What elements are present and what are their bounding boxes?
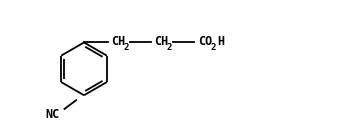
Text: CO: CO	[198, 35, 212, 48]
Text: 2: 2	[211, 43, 216, 52]
Text: H: H	[217, 35, 224, 48]
Text: CH: CH	[111, 35, 125, 48]
Text: NC: NC	[46, 108, 60, 121]
Text: CH: CH	[154, 35, 168, 48]
Text: 2: 2	[124, 43, 129, 52]
Text: 2: 2	[166, 43, 172, 52]
